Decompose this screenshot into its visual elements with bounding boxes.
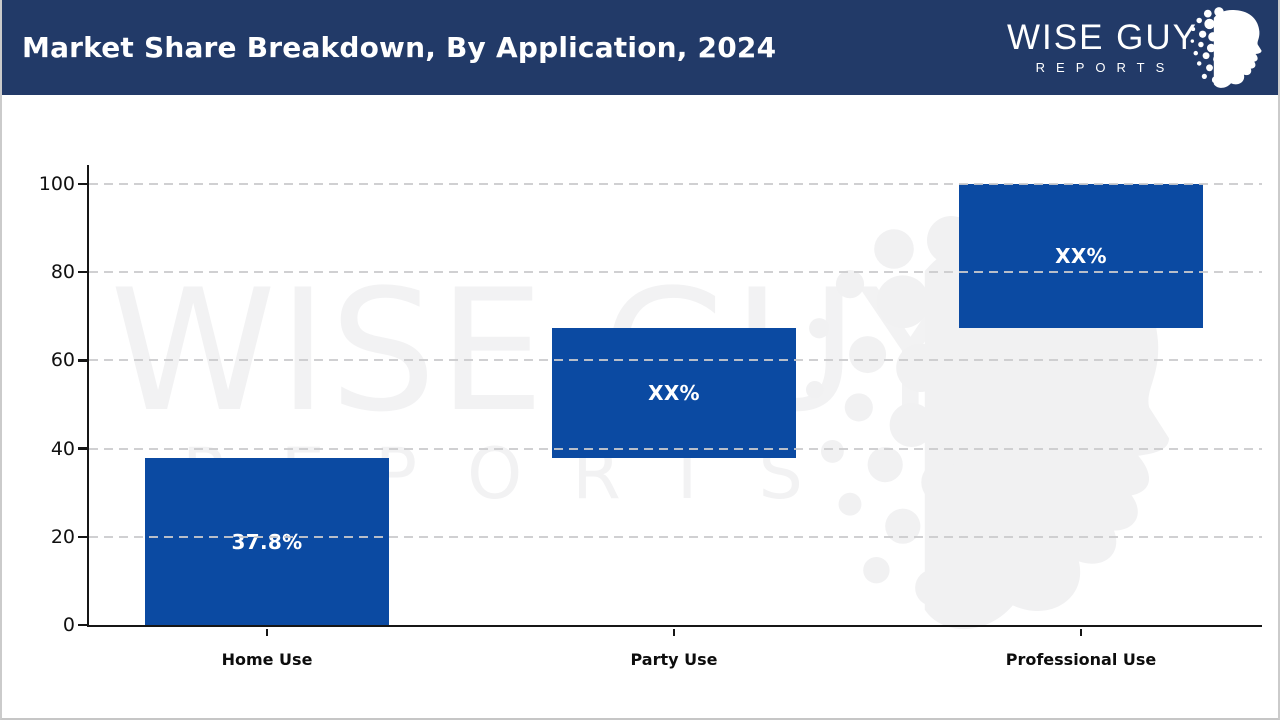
bar-home-use: 37.8% xyxy=(145,458,389,625)
chart-region: WISE GUY REPORTS 0 20 40 60 80 100 37.8% Home U… xyxy=(2,95,1278,718)
x-category-label-party-use: Party Use xyxy=(630,650,718,669)
plot-area: 0 20 40 60 80 100 37.8% Home Use XX% Party Use XX%… xyxy=(39,165,1262,669)
y-tick-label-100: 100 xyxy=(38,173,75,195)
x-tick-mark-party-use xyxy=(672,628,676,636)
bar-value-label-home-use: 37.8% xyxy=(231,529,303,554)
y-tick-mark-80 xyxy=(78,270,87,274)
logo-wordmark: WISE GUY xyxy=(1006,18,1198,58)
gridline-60 xyxy=(89,359,1262,362)
y-tick-label-40: 40 xyxy=(50,437,75,460)
y-tick-mark-40 xyxy=(78,447,87,450)
header: Market Share Breakdown, By Application, … xyxy=(2,0,1278,95)
watermark-head-icon xyxy=(806,216,1169,630)
page-title: Market Share Breakdown, By Application, … xyxy=(22,31,777,64)
y-tick-mark-60 xyxy=(78,359,87,362)
x-category-label-professional-use: Professional Use xyxy=(1005,650,1157,669)
bar-party-use: XX% xyxy=(552,327,796,459)
y-tick-label-80: 80 xyxy=(50,261,75,284)
y-tick-mark-100 xyxy=(78,182,87,186)
bar-professional-use: XX% xyxy=(959,184,1203,328)
logo-subtext: REPORTS xyxy=(1035,59,1176,75)
y-tick-label-60: 60 xyxy=(50,349,75,372)
y-tick-mark-0 xyxy=(78,623,87,627)
y-tick-label-20: 20 xyxy=(50,525,75,548)
x-tick-mark-professional-use xyxy=(1079,628,1083,636)
logo-head-icon xyxy=(1190,6,1262,88)
bar-value-label-party-use: XX% xyxy=(648,381,700,406)
gridline-80 xyxy=(89,271,1262,274)
x-category-label-home-use: Home Use xyxy=(221,650,313,669)
gridline-100 xyxy=(89,183,1262,185)
logo-text: WISE GUY REPORTS xyxy=(1006,18,1198,75)
watermark-wordmark: WISE GUY xyxy=(110,253,964,449)
y-tick-mark-20 xyxy=(78,535,87,539)
gridline-20 xyxy=(89,535,1262,538)
gridline-40 xyxy=(89,447,1262,450)
x-tick-mark-home-use xyxy=(265,628,269,636)
y-tick-label-0: 0 xyxy=(62,614,75,636)
bar-value-label-professional-use: XX% xyxy=(1055,243,1107,268)
logo: WISE GUY REPORTS xyxy=(1007,0,1268,95)
